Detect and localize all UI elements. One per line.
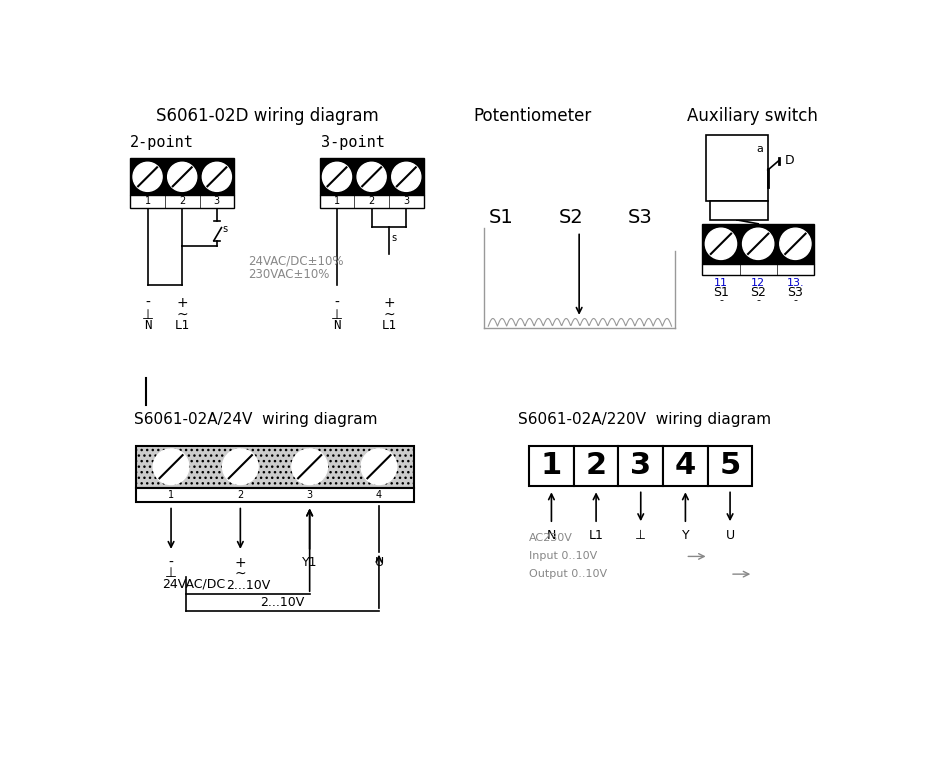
Circle shape (292, 449, 327, 485)
Text: 2: 2 (586, 451, 606, 480)
Text: S1: S1 (489, 208, 513, 228)
Text: +: + (234, 556, 246, 570)
Circle shape (153, 449, 189, 485)
Text: 3: 3 (307, 490, 313, 500)
Text: L1: L1 (175, 319, 190, 332)
Text: 2: 2 (368, 197, 375, 207)
Text: +: + (383, 296, 395, 310)
Text: 2...10V: 2...10V (226, 579, 270, 592)
Text: ~: ~ (383, 308, 395, 322)
Text: 3: 3 (630, 451, 651, 480)
Text: S6061-02A/24V  wiring diagram: S6061-02A/24V wiring diagram (134, 413, 378, 427)
Text: ~: ~ (177, 308, 188, 322)
Text: S1: S1 (713, 286, 729, 299)
Bar (320, 159, 423, 195)
Text: 1: 1 (334, 197, 340, 207)
Text: U: U (725, 529, 735, 542)
Bar (137, 446, 414, 488)
Circle shape (392, 163, 420, 191)
Bar (708, 446, 753, 485)
Text: -: - (793, 296, 797, 306)
Bar (663, 446, 708, 485)
Text: 1: 1 (541, 451, 562, 480)
Bar (137, 488, 414, 502)
Text: N: N (547, 529, 556, 542)
Circle shape (362, 449, 397, 485)
Circle shape (133, 163, 162, 191)
Text: s: s (222, 224, 228, 235)
Text: S3: S3 (788, 286, 803, 299)
Text: S3: S3 (627, 208, 652, 228)
Circle shape (742, 228, 773, 259)
Bar (706, 135, 768, 200)
Text: S6061-02D wiring diagram: S6061-02D wiring diagram (156, 107, 379, 125)
Text: 24VAC/DC: 24VAC/DC (162, 577, 225, 591)
Circle shape (168, 163, 196, 191)
Circle shape (705, 228, 736, 259)
Circle shape (223, 449, 258, 485)
Text: 4: 4 (376, 490, 382, 500)
Text: L1: L1 (588, 529, 604, 542)
Text: -: - (756, 296, 760, 306)
Text: Auxiliary switch: Auxiliary switch (687, 107, 818, 125)
Circle shape (780, 228, 811, 259)
Circle shape (357, 163, 386, 191)
Text: U: U (375, 556, 383, 569)
Text: Output 0..10V: Output 0..10V (530, 569, 607, 579)
Text: -: - (719, 296, 723, 306)
Bar (702, 264, 814, 275)
Bar (574, 446, 619, 485)
Text: -: - (335, 296, 340, 310)
Text: ⊥: ⊥ (331, 308, 343, 322)
Text: L1: L1 (381, 319, 397, 332)
Text: 2: 2 (179, 197, 185, 207)
Text: 3: 3 (403, 197, 409, 207)
Text: -: - (169, 556, 174, 570)
Text: Input 0..10V: Input 0..10V (530, 551, 597, 561)
Text: -: - (145, 296, 150, 310)
Text: a: a (756, 145, 764, 155)
Text: ⊥: ⊥ (165, 567, 177, 580)
Text: S6061-02A/220V  wiring diagram: S6061-02A/220V wiring diagram (518, 413, 772, 427)
Text: 5: 5 (719, 451, 740, 480)
Text: S2: S2 (751, 286, 766, 299)
Text: AC230V: AC230V (530, 533, 573, 543)
Bar (530, 446, 574, 485)
Text: 1: 1 (168, 490, 174, 500)
Text: ⊥: ⊥ (141, 308, 154, 322)
Bar (619, 446, 663, 485)
Text: 230VAC±10%: 230VAC±10% (248, 269, 329, 282)
Text: 4: 4 (675, 451, 696, 480)
Text: 2: 2 (237, 490, 244, 500)
Text: +: + (177, 296, 188, 310)
Text: S2: S2 (558, 208, 583, 228)
Text: 13.: 13. (787, 278, 804, 288)
Text: Potentiometer: Potentiometer (474, 107, 592, 125)
Text: N: N (333, 319, 341, 332)
Circle shape (202, 163, 232, 191)
Bar (130, 195, 234, 207)
Bar (320, 195, 423, 207)
Text: Y1: Y1 (302, 556, 317, 569)
Text: N: N (144, 319, 151, 332)
Bar (710, 200, 768, 220)
Text: D: D (785, 154, 794, 167)
Text: 2-point: 2-point (130, 135, 195, 150)
Circle shape (323, 163, 351, 191)
Bar (130, 159, 234, 195)
Bar (702, 224, 814, 264)
Text: Y: Y (681, 529, 689, 542)
Text: s: s (391, 234, 397, 243)
Text: ⊥: ⊥ (635, 529, 646, 542)
Text: 12: 12 (751, 278, 765, 288)
Text: 24VAC/DC±10%: 24VAC/DC±10% (248, 255, 344, 268)
Text: 3: 3 (214, 197, 220, 207)
Text: 2...10V: 2...10V (261, 596, 305, 609)
Text: 11: 11 (714, 278, 728, 288)
Text: ~: ~ (234, 567, 246, 580)
Text: 1: 1 (144, 197, 151, 207)
Text: 3-point: 3-point (321, 135, 385, 150)
